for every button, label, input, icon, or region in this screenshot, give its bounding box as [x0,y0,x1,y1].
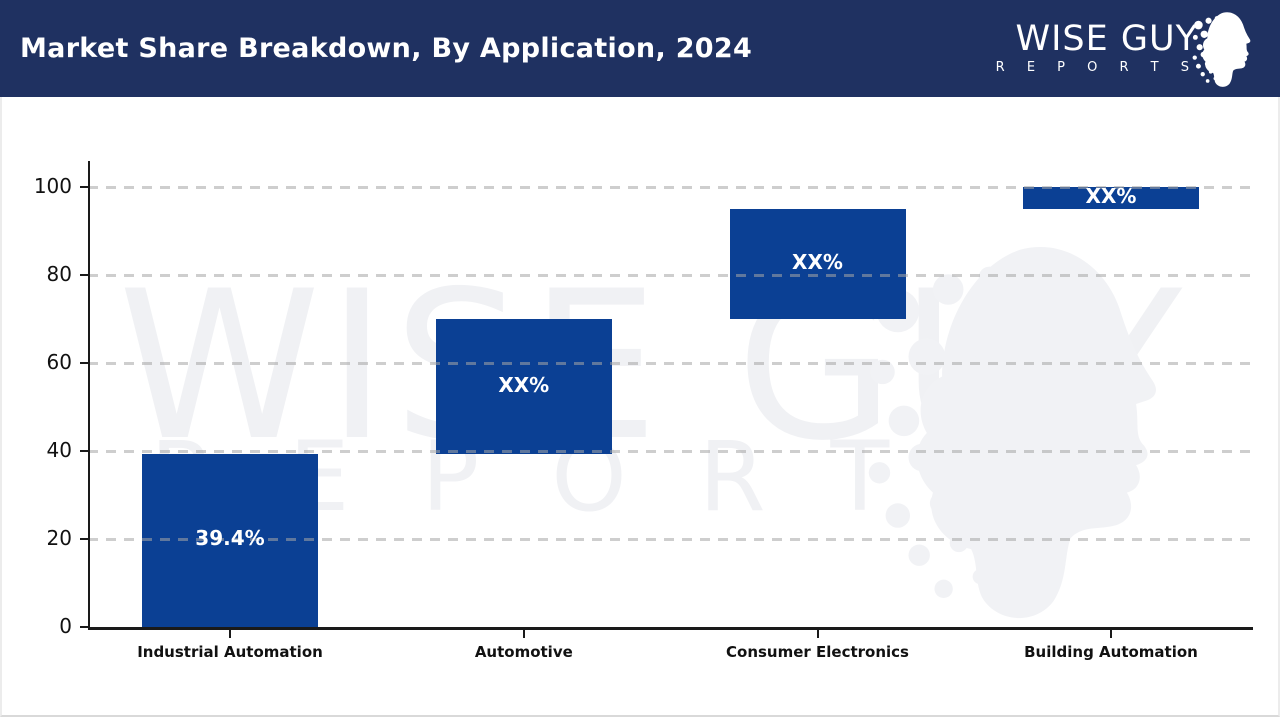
gridline-100 [88,185,1253,189]
x-tick-mark-building-automation [1110,630,1112,638]
x-tick-mark-industrial-automation [229,630,231,638]
y-tick-mark-40 [80,450,88,453]
page-title: Market Share Breakdown, By Application, … [20,33,753,64]
y-tick-mark-100 [80,186,88,189]
y-tick-label-40: 40 [46,438,72,463]
y-tick-label-60: 60 [46,350,72,375]
chart-canvas: WISE GUY REPORTS 0 20 40 60 80 100 39.4% Indust… [0,97,1280,720]
y-tick-label-80: 80 [46,262,72,287]
gridline-80 [88,273,1253,277]
bar-automotive [435,319,612,454]
x-category-label-automotive: Automotive [474,643,573,661]
x-category-label-industrial-automation: Industrial Automation [137,643,323,661]
y-axis-line [88,161,90,629]
bar-value-label-automotive: XX% [498,372,550,397]
bar-value-label-consumer-electronics: XX% [792,250,843,275]
logo-subtitle: R E P O R T S [995,59,1198,75]
y-tick-mark-80 [80,274,88,277]
y-tick-label-0: 0 [59,614,72,638]
bar-consumer-electronics [729,209,906,320]
y-tick-label-100: 100 [33,174,72,199]
bar-building-automation [1023,187,1199,210]
bar-value-label-industrial-automation: 39.4% [195,526,265,551]
x-axis-line [88,627,1253,630]
y-tick-mark-60 [80,362,88,365]
y-tick-mark-20 [80,538,88,541]
header-bar: Market Share Breakdown, By Application, … [0,0,1280,97]
bar-value-label-building-automation: XX% [1085,184,1137,209]
logo-text: WISE GUY R E P O R T S [995,19,1198,75]
x-tick-mark-automotive [522,630,525,638]
gridline-20 [88,537,1253,541]
x-category-label-building-automation: Building Automation [1024,643,1198,661]
logo-wordmark: WISE GUY [1015,19,1198,60]
plot-area: 0 20 40 60 80 100 39.4% Industrial Automation XX… [0,97,1280,720]
y-tick-label-20: 20 [46,526,72,551]
x-category-label-consumer-electronics: Consumer Electronics [726,643,909,661]
gridline-40 [88,449,1253,453]
gridline-60 [88,361,1253,365]
x-tick-mark-consumer-electronics [816,630,819,638]
y-tick-mark-0 [80,626,88,628]
wise-guy-reports-logo: WISE GUY R E P O R T S [996,6,1262,92]
